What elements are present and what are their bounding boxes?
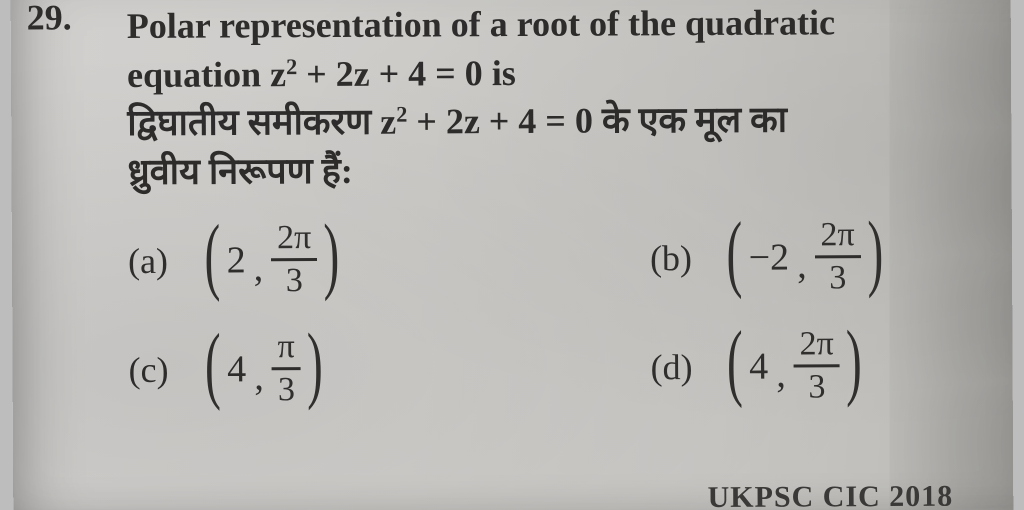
question-line-2: equation z2 + 2z + 4 = 0 is: [127, 46, 971, 99]
option-b-fraction: 2π 3: [814, 219, 861, 296]
eq-rest: + 2z + 4 = 0: [297, 53, 483, 94]
option-b-value: ( −2, 2π 3 ): [720, 218, 890, 296]
option-d: (d) ( 4, 2π 3 ): [570, 327, 972, 406]
option-b-first: −2: [749, 235, 790, 279]
option-b: (b) ( −2, 2π 3 ): [570, 218, 972, 297]
eq2-rest: + 2z + 4 = 0: [407, 101, 593, 142]
option-a-first: 2: [227, 238, 246, 282]
comma-icon: ,: [776, 352, 786, 396]
line3-suffix: के एक मूल का: [593, 100, 787, 141]
option-c-den: 3: [272, 373, 301, 407]
option-a: (a) ( 2, 2π 3 ): [128, 220, 530, 299]
options-grid: (a) ( 2, 2π 3 ) (b): [128, 218, 973, 408]
question-number: 29.: [27, 0, 72, 39]
comma-icon: ,: [254, 246, 264, 290]
option-d-num: 2π: [794, 328, 840, 362]
option-c-label: (c): [128, 349, 184, 391]
option-b-num: 2π: [814, 219, 860, 253]
option-a-den: 3: [280, 264, 309, 298]
scanned-page: 29. Polar representation of a root of th…: [11, 0, 1014, 510]
fraction-bar-icon: [794, 365, 840, 368]
equation-english: z2 + 2z + 4 = 0: [270, 53, 483, 94]
option-d-den: 3: [802, 371, 831, 405]
question-body: Polar representation of a root of the qu…: [127, 0, 973, 408]
fraction-bar-icon: [271, 258, 317, 261]
option-a-label: (a): [128, 240, 184, 282]
line3-prefix: द्विघातीय समीकरण: [127, 102, 380, 143]
option-d-first: 4: [749, 345, 768, 389]
option-c-fraction: π 3: [272, 330, 302, 407]
fraction-bar-icon: [272, 367, 301, 370]
option-c-num: π: [272, 330, 301, 364]
option-d-fraction: 2π 3: [794, 328, 841, 405]
eq-exp: 2: [286, 54, 297, 79]
fraction-bar-icon: [815, 256, 861, 259]
question-line-1: Polar representation of a root of the qu…: [127, 0, 971, 51]
option-c-first: 4: [227, 347, 246, 391]
question-line-4-hindi: ध्रुवीय निरूपण हैं:: [127, 143, 971, 196]
line2-prefix: equation: [127, 54, 270, 95]
question-line-3-hindi: द्विघातीय समीकरण z2 + 2z + 4 = 0 के एक म…: [127, 95, 971, 148]
option-b-den: 3: [823, 262, 852, 296]
eq-z: z: [270, 54, 286, 94]
option-a-num: 2π: [271, 221, 317, 255]
option-d-label: (d): [650, 346, 706, 388]
option-a-value: ( 2, 2π 3 ): [198, 221, 346, 299]
equation-hindi: z2 + 2z + 4 = 0: [380, 101, 593, 142]
option-a-fraction: 2π 3: [271, 221, 318, 298]
source-footer: UKPSC CIC 2018: [707, 480, 953, 510]
option-c: (c) ( 4, π 3 ): [128, 329, 530, 408]
comma-icon: ,: [254, 355, 264, 399]
line2-suffix: is: [483, 53, 516, 93]
option-b-label: (b): [650, 237, 706, 279]
option-c-value: ( 4, π 3 ): [198, 330, 329, 408]
eq2-exp: 2: [396, 102, 407, 127]
comma-icon: ,: [797, 243, 807, 287]
eq2-z: z: [380, 102, 396, 142]
option-d-value: ( 4, 2π 3 ): [720, 328, 868, 406]
